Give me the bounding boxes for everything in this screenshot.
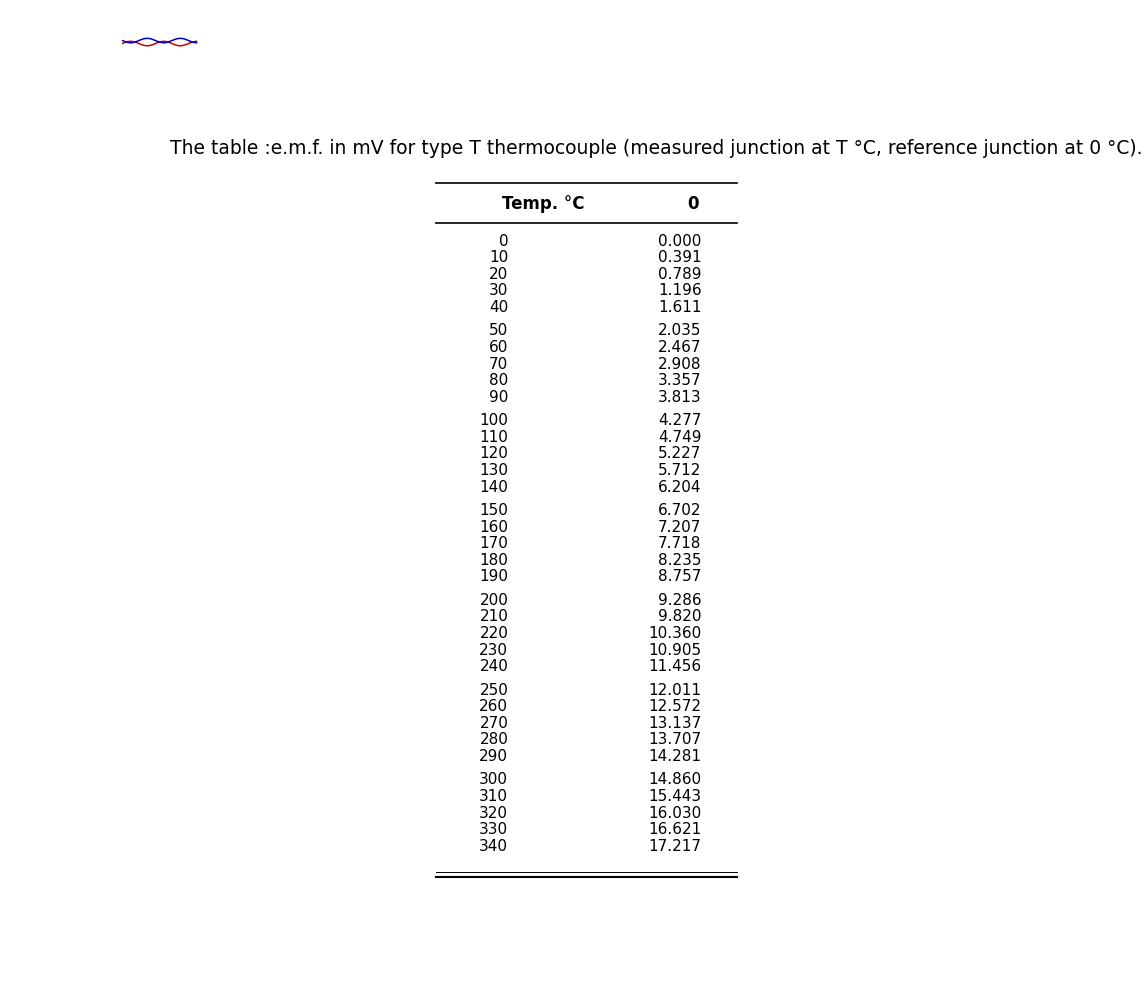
Text: 10.905: 10.905: [649, 643, 701, 658]
Text: 7.718: 7.718: [658, 537, 701, 552]
Text: 2.467: 2.467: [658, 340, 701, 355]
Text: 320: 320: [479, 806, 508, 821]
Text: 17.217: 17.217: [649, 839, 701, 854]
Text: Temp. °C: Temp. °C: [502, 195, 585, 213]
Text: 0.000: 0.000: [658, 233, 701, 248]
Text: The table :e.m.f. in mV for type T thermocouple (measured junction at T °C, refe: The table :e.m.f. in mV for type T therm…: [169, 139, 1142, 158]
Text: 300: 300: [479, 773, 508, 788]
Text: 270: 270: [479, 716, 508, 731]
Text: 13.137: 13.137: [649, 716, 701, 731]
Text: 130: 130: [479, 462, 508, 477]
Text: 340: 340: [479, 839, 508, 854]
Text: 15.443: 15.443: [649, 789, 701, 804]
Text: 260: 260: [479, 699, 508, 714]
Text: 210: 210: [479, 610, 508, 625]
Text: 240: 240: [479, 659, 508, 674]
Text: 250: 250: [479, 683, 508, 698]
Text: 9.820: 9.820: [658, 610, 701, 625]
Text: 12.011: 12.011: [649, 683, 701, 698]
Text: 160: 160: [479, 520, 508, 535]
Text: 150: 150: [479, 504, 508, 518]
Text: 9.286: 9.286: [658, 593, 701, 608]
Text: 16.621: 16.621: [649, 822, 701, 837]
Text: 330: 330: [479, 822, 508, 837]
Text: 200: 200: [479, 593, 508, 608]
Text: 0: 0: [499, 233, 508, 248]
Text: 310: 310: [479, 789, 508, 804]
Text: 80: 80: [488, 373, 508, 388]
Text: 2.908: 2.908: [658, 356, 701, 371]
Text: 140: 140: [479, 479, 508, 494]
Text: 100: 100: [479, 413, 508, 428]
Text: 6.702: 6.702: [658, 504, 701, 518]
Text: 90: 90: [488, 389, 508, 404]
Text: 1.611: 1.611: [658, 300, 701, 315]
Text: 20: 20: [488, 267, 508, 281]
Text: 190: 190: [479, 570, 508, 585]
Text: 8.757: 8.757: [658, 570, 701, 585]
Text: 3.813: 3.813: [658, 389, 701, 404]
Text: 290: 290: [479, 749, 508, 764]
Text: 230: 230: [479, 643, 508, 658]
Text: 50: 50: [488, 323, 508, 338]
Text: 180: 180: [479, 553, 508, 568]
Text: 10: 10: [488, 250, 508, 265]
Text: 4.749: 4.749: [658, 429, 701, 444]
Text: 12.572: 12.572: [649, 699, 701, 714]
Text: 30: 30: [488, 283, 508, 298]
Text: 3.357: 3.357: [658, 373, 701, 388]
Text: 13.707: 13.707: [649, 733, 701, 748]
Text: 40: 40: [488, 300, 508, 315]
Text: 0.789: 0.789: [658, 267, 701, 281]
Text: 7.207: 7.207: [658, 520, 701, 535]
Text: 0: 0: [686, 195, 699, 213]
Text: 2.035: 2.035: [658, 323, 701, 338]
Text: 220: 220: [479, 626, 508, 641]
Text: 5.712: 5.712: [658, 462, 701, 477]
Text: 11.456: 11.456: [649, 659, 701, 674]
Text: 0.391: 0.391: [658, 250, 701, 265]
Text: 110: 110: [479, 429, 508, 444]
Text: 4.277: 4.277: [658, 413, 701, 428]
Text: 10.360: 10.360: [649, 626, 701, 641]
Text: 280: 280: [479, 733, 508, 748]
Text: 1.196: 1.196: [658, 283, 701, 298]
Text: 16.030: 16.030: [649, 806, 701, 821]
Text: 6.204: 6.204: [658, 479, 701, 494]
Text: 70: 70: [488, 356, 508, 371]
Text: 14.281: 14.281: [649, 749, 701, 764]
Text: 60: 60: [488, 340, 508, 355]
Text: 14.860: 14.860: [649, 773, 701, 788]
Text: 8.235: 8.235: [658, 553, 701, 568]
Text: 170: 170: [479, 537, 508, 552]
Text: 5.227: 5.227: [658, 446, 701, 461]
Text: 120: 120: [479, 446, 508, 461]
